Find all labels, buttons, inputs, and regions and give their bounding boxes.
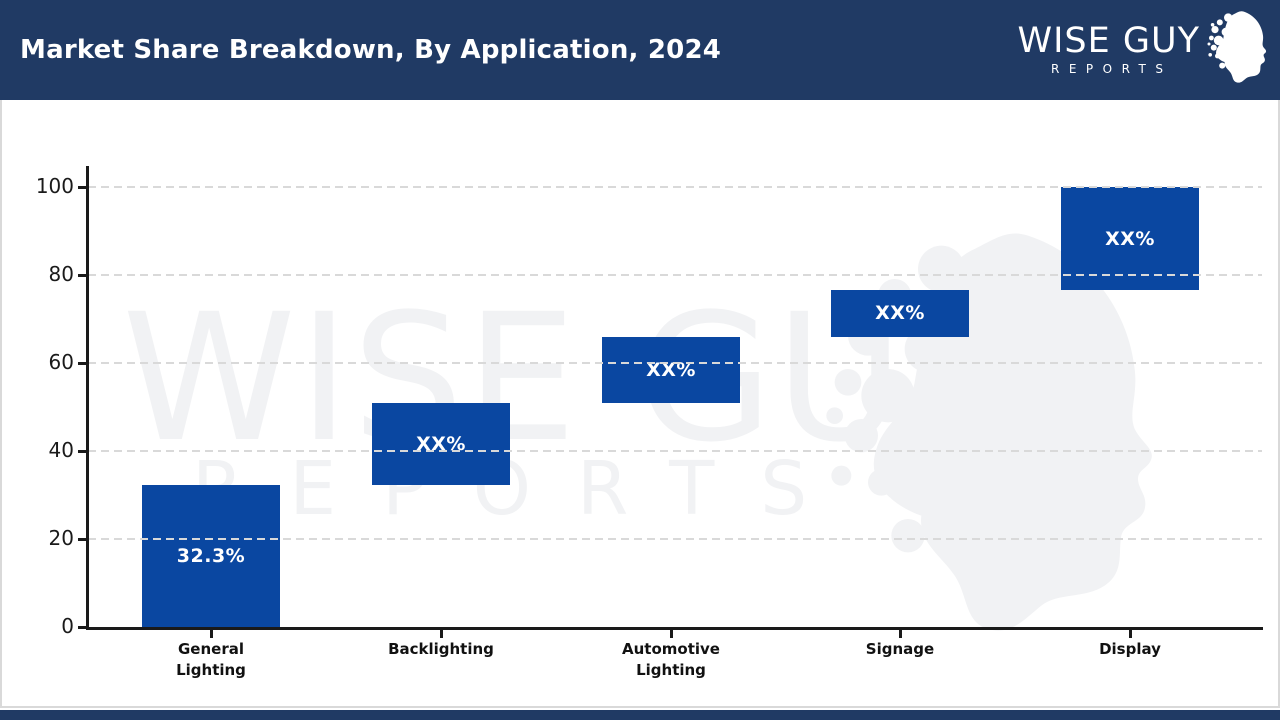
page-title: Market Share Breakdown, By Application, … — [20, 35, 722, 65]
bar-value-label: XX% — [875, 302, 925, 325]
brand-name: WISE GUY — [1017, 21, 1200, 61]
y-tick-label-100: 100 — [35, 174, 74, 198]
bar-value-label: XX% — [1105, 227, 1155, 250]
header-bar: Market Share Breakdown, By Application, … — [0, 0, 1280, 100]
gridline-20 — [88, 538, 1262, 540]
x-category-label: Automotive Lighting — [622, 640, 720, 679]
y-tick-40 — [78, 450, 86, 453]
bar-value-label: XX% — [416, 432, 466, 455]
bar-segment: XX% — [831, 290, 969, 337]
bar-segment: XX% — [602, 336, 740, 403]
y-axis-line — [86, 166, 89, 630]
y-tick-label-0: 0 — [61, 614, 74, 638]
x-category-label: Backlighting — [388, 640, 494, 658]
bar-value-label: XX% — [646, 358, 696, 381]
y-tick-20 — [78, 538, 86, 541]
bar-segment: XX% — [372, 402, 510, 485]
watermark-text-2: REPORTS — [192, 446, 854, 532]
x-tick-1 — [440, 630, 443, 638]
x-category-label: General Lighting — [176, 640, 246, 679]
x-category-label: Signage — [865, 640, 935, 658]
brand-logo-text: WISE GUY REPORTS — [1017, 22, 1200, 76]
footer-bar — [0, 710, 1280, 720]
y-tick-80 — [78, 274, 86, 277]
x-category-label: Display — [1099, 640, 1161, 658]
bar-segment: 32.3% — [142, 484, 280, 627]
brand-logo: WISE GUY REPORTS — [1016, 6, 1267, 94]
gridline-100 — [88, 186, 1262, 188]
y-tick-60 — [78, 362, 86, 365]
gridline-40 — [88, 450, 1262, 452]
x-tick-2 — [670, 630, 673, 638]
bar-segment: XX% — [1061, 187, 1199, 291]
y-tick-0 — [78, 626, 86, 629]
x-tick-0 — [210, 630, 213, 638]
y-tick-label-60: 60 — [48, 350, 74, 374]
brand-face-icon — [1207, 11, 1267, 83]
x-tick-4 — [1129, 630, 1132, 638]
y-tick-100 — [78, 186, 86, 189]
brand-subname: REPORTS — [1050, 62, 1173, 76]
content-frame — [0, 100, 1280, 708]
y-tick-label-80: 80 — [48, 262, 74, 286]
gridline-60 — [88, 362, 1262, 364]
chart-area: WISE GUY REPORTS 0 20 40 60 80 100 32.3% XX% XX%… — [0, 100, 1280, 710]
y-tick-label-40: 40 — [48, 438, 74, 462]
bar-value-label: 32.3% — [176, 544, 246, 567]
y-tick-label-20: 20 — [48, 526, 74, 550]
x-tick-3 — [899, 630, 902, 638]
gridline-80 — [88, 274, 1262, 276]
x-axis-line — [86, 627, 1263, 630]
